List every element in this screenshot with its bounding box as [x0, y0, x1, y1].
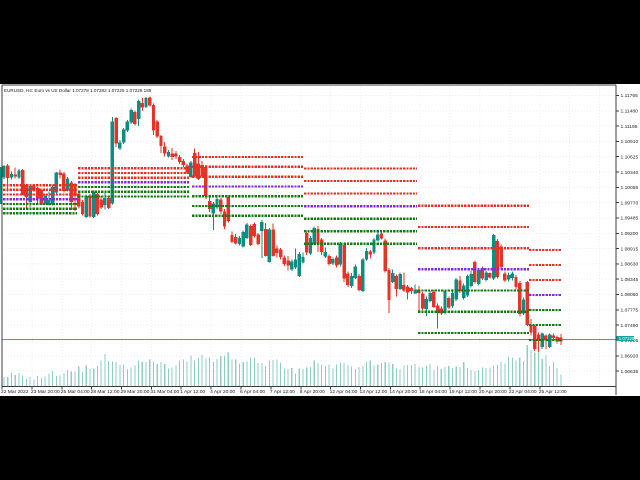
svg-text:1.11765: 1.11765	[621, 93, 639, 99]
svg-text:1.07228: 1.07228	[619, 336, 635, 341]
svg-text:1.11195: 1.11195	[621, 124, 638, 130]
svg-text:1.09200: 1.09200	[621, 231, 639, 237]
svg-text:1.06635: 1.06635	[621, 369, 639, 375]
svg-text:22 Mar 2022: 22 Mar 2022	[1, 389, 29, 395]
svg-text:18 Apr 04:00: 18 Apr 04:00	[419, 389, 447, 395]
svg-text:1.08345: 1.08345	[621, 277, 639, 283]
svg-text:1.11480: 1.11480	[621, 109, 639, 115]
svg-text:1.07205: 1.07205	[621, 338, 639, 344]
svg-text:EURUSD, H4: Euro vs US Dollar: EURUSD, H4: Euro vs US Dollar 1.07278 1.…	[4, 88, 152, 93]
svg-text:13 Apr 12:00: 13 Apr 12:00	[360, 389, 388, 395]
svg-text:1.09485: 1.09485	[621, 216, 639, 222]
svg-text:4 Apr 20:00: 4 Apr 20:00	[210, 389, 235, 395]
svg-text:20 Apr 20:00: 20 Apr 20:00	[479, 389, 507, 395]
svg-text:25 Mar 04:00: 25 Mar 04:00	[61, 389, 90, 395]
svg-text:1.10910: 1.10910	[621, 139, 639, 145]
svg-text:29 Mar 20:00: 29 Mar 20:00	[121, 389, 150, 395]
svg-text:28 Mar 12:00: 28 Mar 12:00	[91, 389, 120, 395]
svg-text:1.10625: 1.10625	[621, 154, 639, 160]
svg-text:6 Apr 04:00: 6 Apr 04:00	[240, 389, 265, 395]
svg-text:25 Apr 12:00: 25 Apr 12:00	[539, 389, 567, 395]
svg-text:1.10340: 1.10340	[621, 170, 639, 176]
svg-text:1 Apr 12:00: 1 Apr 12:00	[180, 389, 205, 395]
svg-text:1.08630: 1.08630	[621, 262, 639, 268]
svg-text:23 Mar 20:00: 23 Mar 20:00	[31, 389, 60, 395]
svg-text:31 Mar 04:00: 31 Mar 04:00	[150, 389, 179, 395]
svg-text:1.09770: 1.09770	[621, 200, 639, 206]
svg-text:14 Apr 20:00: 14 Apr 20:00	[389, 389, 417, 395]
svg-text:1.08060: 1.08060	[621, 292, 639, 298]
svg-text:1.07490: 1.07490	[621, 323, 639, 329]
svg-text:12 Apr 04:00: 12 Apr 04:00	[330, 389, 358, 395]
svg-text:1.06920: 1.06920	[621, 354, 639, 360]
svg-text:1.07775: 1.07775	[621, 308, 639, 314]
svg-text:19 Apr 12:00: 19 Apr 12:00	[449, 389, 477, 395]
svg-text:22 Apr 04:00: 22 Apr 04:00	[509, 389, 537, 395]
svg-text:1.10055: 1.10055	[621, 185, 639, 191]
svg-text:1.08915: 1.08915	[621, 246, 639, 252]
svg-text:8 Apr 20:00: 8 Apr 20:00	[300, 389, 325, 395]
svg-text:7 Apr 12:00: 7 Apr 12:00	[270, 389, 295, 395]
